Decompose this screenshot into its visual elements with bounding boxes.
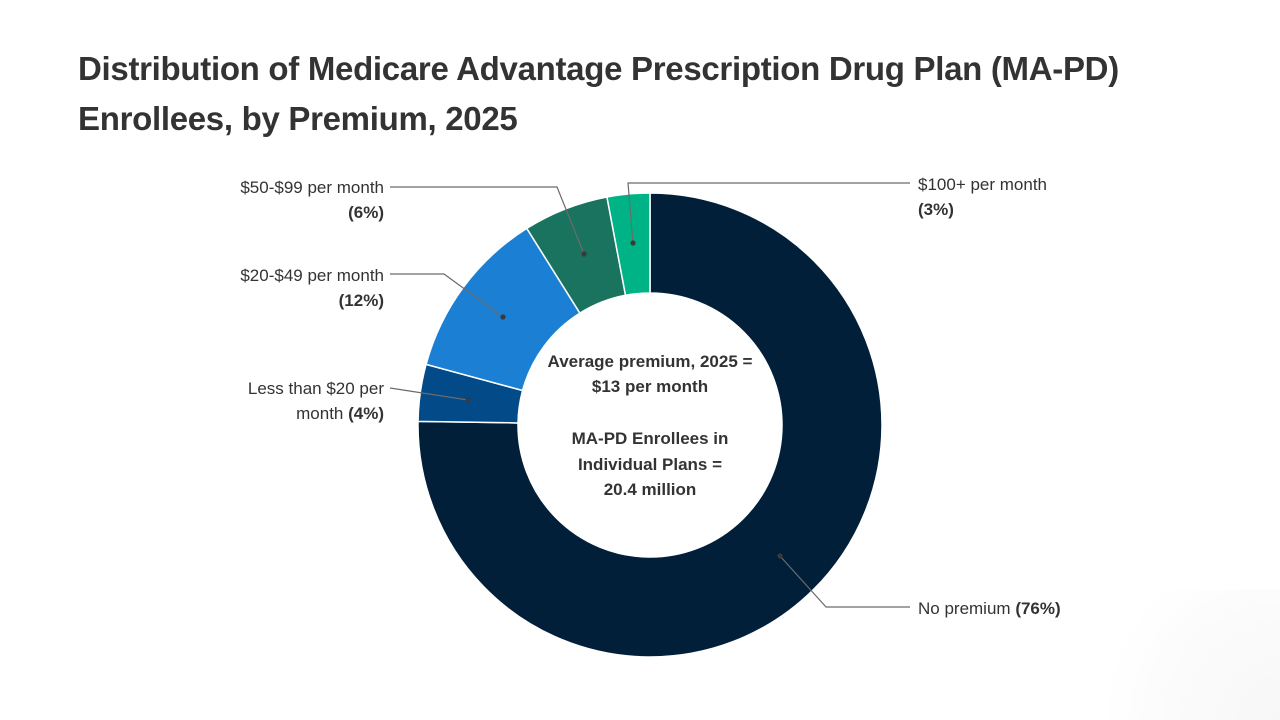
corner-shadow [1100, 590, 1280, 720]
donut-slice-none [417, 192, 883, 658]
slice-label-text: Less than $20 per [248, 379, 384, 398]
leader-dot-p20_49 [500, 314, 506, 320]
slice-labels: No premium (76%) Less than $20 per month (… [240, 175, 1060, 618]
slice-percent-p100: (3%) [918, 200, 954, 219]
center-text-enrollees: 20.4 million [604, 480, 697, 499]
slice-label-text: No premium [918, 599, 1011, 618]
center-text-enrollees: MA-PD Enrollees in [572, 429, 729, 448]
leader-line-p50_99 [390, 186, 585, 255]
slice-label-p100: $100+ per month (3%) [918, 175, 1047, 219]
slice-label-text: month [296, 404, 343, 423]
slice-label-none: No premium (76%) [918, 599, 1061, 618]
chart-title: Distribution of Medicare Advantage Presc… [78, 44, 1119, 144]
chart-title-line-2: Enrollees, by Premium, 2025 [78, 100, 518, 137]
leader-dot-p100 [630, 240, 636, 246]
slice-label-text: $20-$49 per month [240, 266, 384, 285]
slice-label-text: $50-$99 per month [240, 178, 384, 197]
leader-dot-lt20 [465, 397, 471, 403]
leader-lines [389, 182, 910, 608]
leader-dot-none [777, 553, 783, 559]
leader-dot-p50_99 [581, 251, 587, 257]
slice-label-p20_49: $20-$49 per month (12%) [240, 266, 384, 310]
slice-percent-lt20: (4%) [343, 404, 384, 423]
leader-line-lt20 [389, 387, 469, 401]
center-text-avg-premium: $13 per month [592, 377, 708, 396]
slice-label-lt20: Less than $20 per month (4%) [248, 379, 384, 423]
leader-line-none [779, 555, 910, 608]
slice-percent-p20_49: (12%) [339, 291, 384, 310]
donut-slice-p100 [606, 192, 651, 297]
slice-percent-none: (76%) [1011, 599, 1061, 618]
center-text-enrollees: Individual Plans = [578, 455, 722, 474]
center-text-avg-premium: Average premium, 2025 = [548, 352, 753, 371]
center-annotation: Average premium, 2025 = $13 per month MA-P… [548, 352, 753, 499]
slice-percent-p50_99: (6%) [348, 203, 384, 222]
donut-slices [417, 192, 883, 658]
leader-line-p100 [627, 182, 910, 244]
chart-title-line-1: Distribution of Medicare Advantage Presc… [78, 50, 1119, 87]
slice-label-p50_99: $50-$99 per month (6%) [240, 178, 384, 222]
slice-label-text: $100+ per month [918, 175, 1047, 194]
leader-line-p20_49 [390, 273, 504, 318]
